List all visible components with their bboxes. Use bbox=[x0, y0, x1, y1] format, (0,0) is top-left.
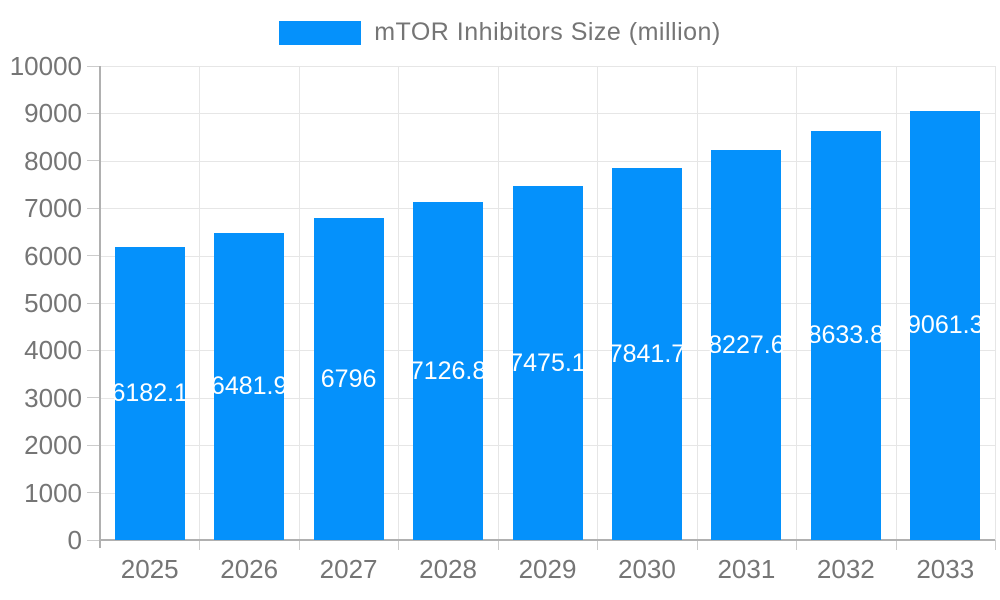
y-axis-tick bbox=[87, 539, 100, 541]
x-axis-tick bbox=[895, 540, 897, 550]
y-axis-label: 6000 bbox=[24, 240, 82, 271]
x-axis-tick bbox=[497, 540, 499, 550]
y-axis-line bbox=[99, 66, 101, 548]
y-axis-tick bbox=[87, 112, 100, 114]
y-axis-label: 9000 bbox=[24, 98, 82, 129]
bar-2032[interactable] bbox=[810, 130, 881, 540]
x-axis-label-2030: 2030 bbox=[618, 554, 676, 584]
y-axis-tick bbox=[87, 207, 100, 209]
x-axis-line bbox=[100, 539, 995, 541]
x-axis-tick bbox=[597, 540, 599, 550]
bar-2025[interactable] bbox=[114, 246, 185, 540]
x-axis-label-2025: 2025 bbox=[120, 554, 179, 584]
x-axis-tick bbox=[398, 540, 400, 550]
y-axis-label: 2000 bbox=[24, 430, 82, 461]
y-axis-tick bbox=[87, 492, 100, 494]
y-axis-label: 5000 bbox=[24, 288, 82, 318]
y-axis-tick bbox=[87, 397, 100, 399]
y-axis-label: 8000 bbox=[24, 145, 82, 176]
v-gridline bbox=[597, 66, 599, 540]
bar-2026[interactable] bbox=[214, 232, 285, 540]
x-axis-label-2031: 2031 bbox=[717, 554, 776, 584]
x-axis-tick bbox=[696, 540, 698, 550]
h-gridline bbox=[100, 160, 995, 162]
y-axis-label: 4000 bbox=[24, 335, 82, 366]
bar-2028[interactable] bbox=[413, 202, 484, 540]
y-axis-tick bbox=[87, 255, 100, 257]
legend-swatch bbox=[279, 20, 362, 45]
plot-area: 0 1000 2000 3000 4000 5000 6000 7000 8000 9000 100… bbox=[10, 53, 996, 553]
bar-2031[interactable] bbox=[711, 150, 782, 540]
y-axis-tick bbox=[87, 349, 100, 351]
v-gridline bbox=[796, 66, 798, 540]
x-axis-tick bbox=[199, 540, 201, 550]
x-axis-tick bbox=[298, 540, 300, 550]
x-axis-label-2032: 2032 bbox=[816, 554, 875, 584]
x-axis-tick bbox=[796, 540, 798, 550]
bar-2027[interactable] bbox=[313, 217, 384, 540]
y-axis-tick bbox=[87, 160, 100, 162]
x-axis-label-2028: 2028 bbox=[419, 554, 477, 584]
y-axis-label: 0 bbox=[67, 525, 82, 555]
y-axis-label: 7000 bbox=[24, 193, 82, 224]
y-axis-label: 3000 bbox=[24, 382, 82, 413]
v-gridline bbox=[398, 66, 400, 540]
v-gridline bbox=[696, 66, 698, 540]
y-axis-tick bbox=[87, 444, 100, 446]
x-axis-label-2027: 2027 bbox=[319, 554, 378, 584]
x-axis-tick bbox=[995, 540, 996, 550]
v-gridline bbox=[895, 66, 897, 540]
v-gridline bbox=[199, 66, 201, 540]
y-axis-label: 10000 bbox=[9, 51, 82, 81]
h-gridline bbox=[100, 66, 995, 67]
bar-2033[interactable] bbox=[910, 110, 981, 540]
y-axis-tick bbox=[87, 65, 100, 67]
v-gridline bbox=[497, 66, 499, 540]
legend-label: mTOR Inhibitors Size (million) bbox=[374, 18, 721, 46]
v-gridline bbox=[995, 66, 996, 540]
h-gridline bbox=[100, 113, 995, 115]
bar-2029[interactable] bbox=[512, 185, 583, 540]
x-axis-label-2026: 2026 bbox=[220, 554, 279, 584]
x-axis-label-2033: 2033 bbox=[916, 554, 975, 584]
y-axis-tick bbox=[87, 302, 100, 304]
bar-2030[interactable] bbox=[611, 168, 682, 540]
y-axis-label: 1000 bbox=[24, 477, 82, 508]
legend[interactable]: mTOR Inhibitors Size (million) bbox=[0, 18, 1000, 47]
x-axis-label-2029: 2029 bbox=[518, 554, 577, 584]
v-gridline bbox=[298, 66, 300, 540]
